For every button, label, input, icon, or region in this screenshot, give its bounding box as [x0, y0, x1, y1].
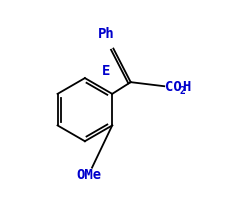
Text: OMe: OMe: [76, 167, 102, 181]
Text: E: E: [102, 64, 110, 78]
Text: Ph: Ph: [98, 27, 115, 41]
Text: 2: 2: [179, 86, 185, 96]
Text: CO: CO: [165, 79, 182, 93]
Text: H: H: [182, 79, 190, 93]
